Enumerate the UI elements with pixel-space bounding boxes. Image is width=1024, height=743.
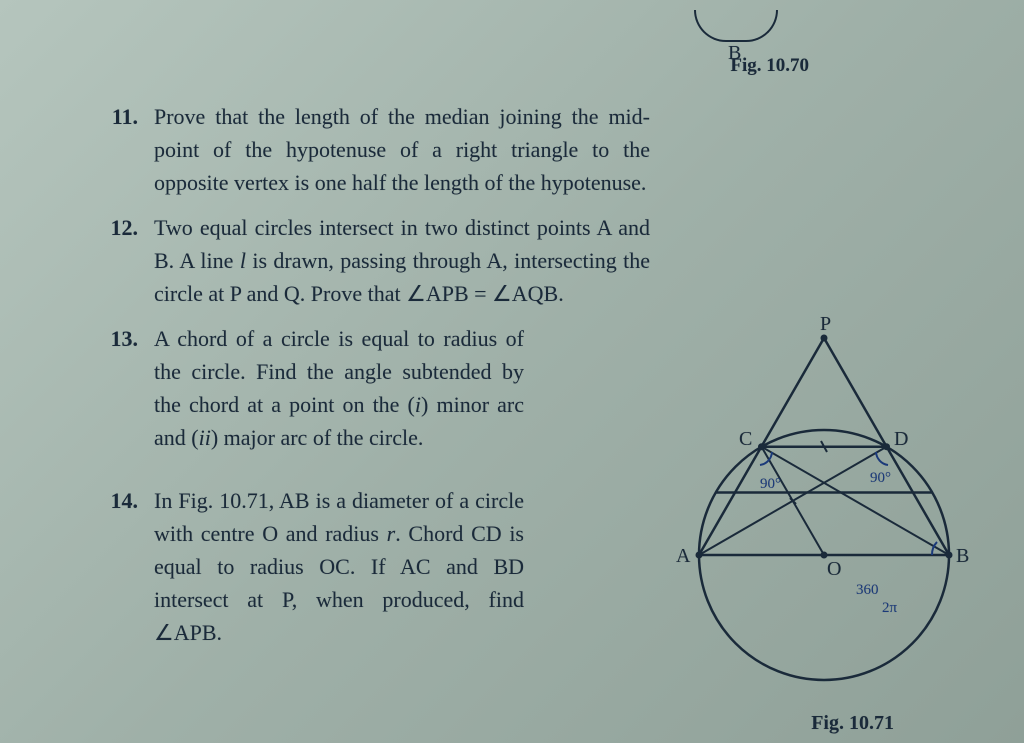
problem-number: 11. [90, 100, 154, 199]
label-d: D [894, 428, 908, 450]
line-bc [762, 447, 950, 555]
problem-number: 14. [90, 484, 154, 649]
point-b [946, 552, 953, 559]
problem-number: 12. [90, 211, 154, 310]
point-a [696, 552, 703, 559]
problem-number: 13. [90, 322, 154, 454]
problem-text: Prove that the length of the median join… [154, 100, 650, 199]
label-a: A [676, 545, 691, 567]
circle-diagram-svg: 90° 90° 360 2π P C D A O B [664, 310, 984, 690]
label-p: P [820, 313, 831, 335]
handwriting-2pi: 2π [882, 600, 898, 616]
problem-14: 14. In Fig. 10.71, AB is a diameter of a… [90, 484, 650, 649]
problem-text: Two equal circles intersect in two disti… [154, 211, 650, 310]
handwriting-90-right: 90° [870, 470, 891, 486]
figure-10-70-caption: Fig. 10.70 [730, 55, 809, 77]
problem-text: A chord of a circle is equal to radius o… [154, 322, 524, 454]
page: { "fig_top": { "label_b": "B", "caption"… [0, 0, 1024, 743]
point-p [821, 335, 828, 342]
circle-arc-fragment [694, 10, 778, 42]
problem-text: In Fig. 10.71, AB is a diameter of a cir… [154, 484, 524, 649]
handwriting-90-left: 90° [760, 476, 781, 492]
figure-10-71-caption: Fig. 10.71 [811, 712, 894, 735]
figure-10-71: 90° 90° 360 2π P C D A O B [664, 310, 984, 730]
variable-r: r [387, 521, 396, 546]
problem-12: 12. Two equal circles intersect in two d… [90, 211, 650, 310]
label-o: O [827, 558, 841, 580]
label-b: B [956, 545, 969, 567]
angle-arc-d [876, 452, 888, 465]
label-c: C [739, 428, 752, 450]
problem-list: 11. Prove that the length of the median … [90, 100, 650, 661]
handwriting-360: 360 [856, 582, 879, 598]
problem-13: 13. A chord of a circle is equal to radi… [90, 322, 650, 454]
point-d [883, 443, 890, 450]
point-c [758, 443, 765, 450]
problem-11: 11. Prove that the length of the median … [90, 100, 650, 199]
